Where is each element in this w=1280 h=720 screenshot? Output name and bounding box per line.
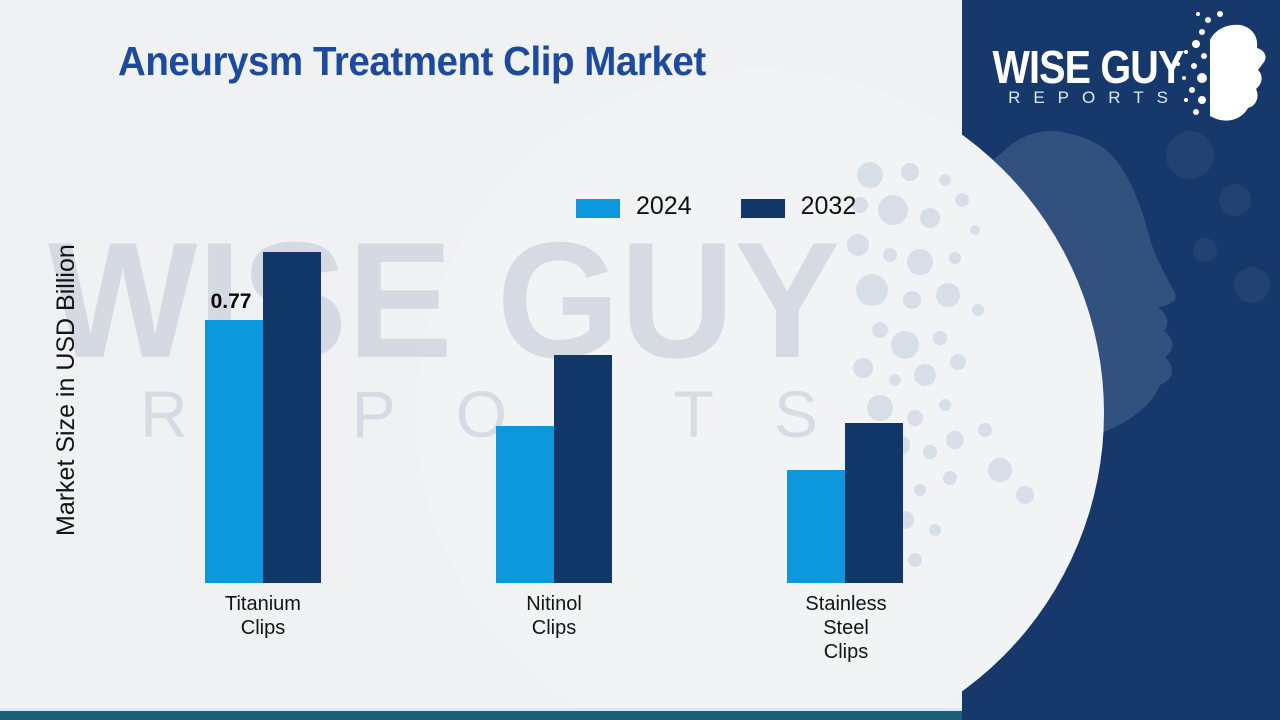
bar-nitinol-2024 [496,426,554,583]
category-label-nitinol: Nitinol Clips [526,593,582,639]
y-axis-label: Market Size in USD Billion [52,244,80,536]
bottom-teal-strip [0,711,962,720]
chart-title: Aneurysm Treatment Clip Market [118,38,706,84]
bar-value-label: 0.77 [210,290,252,313]
logo-subtitle: REPORTS [1008,88,1181,107]
category-label-stainless: Stainless Steel Clips [805,593,887,663]
legend-swatch-2032 [740,199,785,218]
category-label-titanium: Titanium Clips [225,593,301,639]
legend-label-2024: 2024 [636,192,692,220]
legend-swatch-2024 [576,199,620,218]
legend: 2024 2032 [576,192,856,221]
panel-dot-texture [1166,131,1270,303]
bar-nitinol-2032 [554,355,612,583]
bar-titanium-2024 [205,320,263,583]
bar-stainless-2024 [787,470,845,583]
watermark-line1: WISE GUY [48,208,841,392]
logo-wordmark: WISE GUY [992,41,1185,93]
bottom-accent-line [0,708,962,711]
bar-titanium-2032 [263,252,321,583]
bar-stainless-2032 [845,423,903,583]
legend-label-2032: 2032 [800,192,857,220]
logo-head-icon [1176,11,1266,121]
